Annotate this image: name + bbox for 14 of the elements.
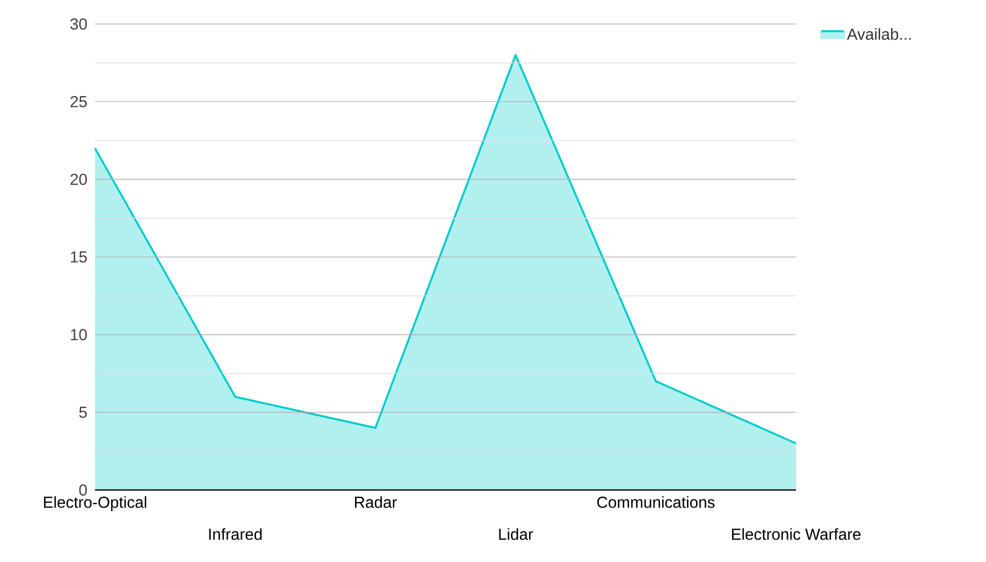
x-tick-label: Electronic Warfare bbox=[732, 528, 861, 540]
y-tick-label: 20 bbox=[70, 174, 87, 185]
x-tick-label: Electro-Optical bbox=[44, 496, 146, 512]
x-tick-label: Radar bbox=[355, 496, 397, 508]
x-tick-label: Lidar bbox=[499, 528, 534, 540]
y-tick-label: 30 bbox=[70, 18, 87, 30]
x-tick-label: Infrared bbox=[209, 528, 262, 540]
y-tick-label: 0 bbox=[79, 484, 87, 496]
legend-label: Availab... bbox=[846, 28, 911, 40]
y-tick-label: 5 bbox=[79, 406, 87, 418]
x-tick-label: Communications bbox=[597, 496, 715, 508]
y-tick-label: 10 bbox=[70, 329, 87, 340]
y-tick-label: 15 bbox=[70, 251, 87, 263]
y-tick-label: 25 bbox=[70, 96, 87, 108]
